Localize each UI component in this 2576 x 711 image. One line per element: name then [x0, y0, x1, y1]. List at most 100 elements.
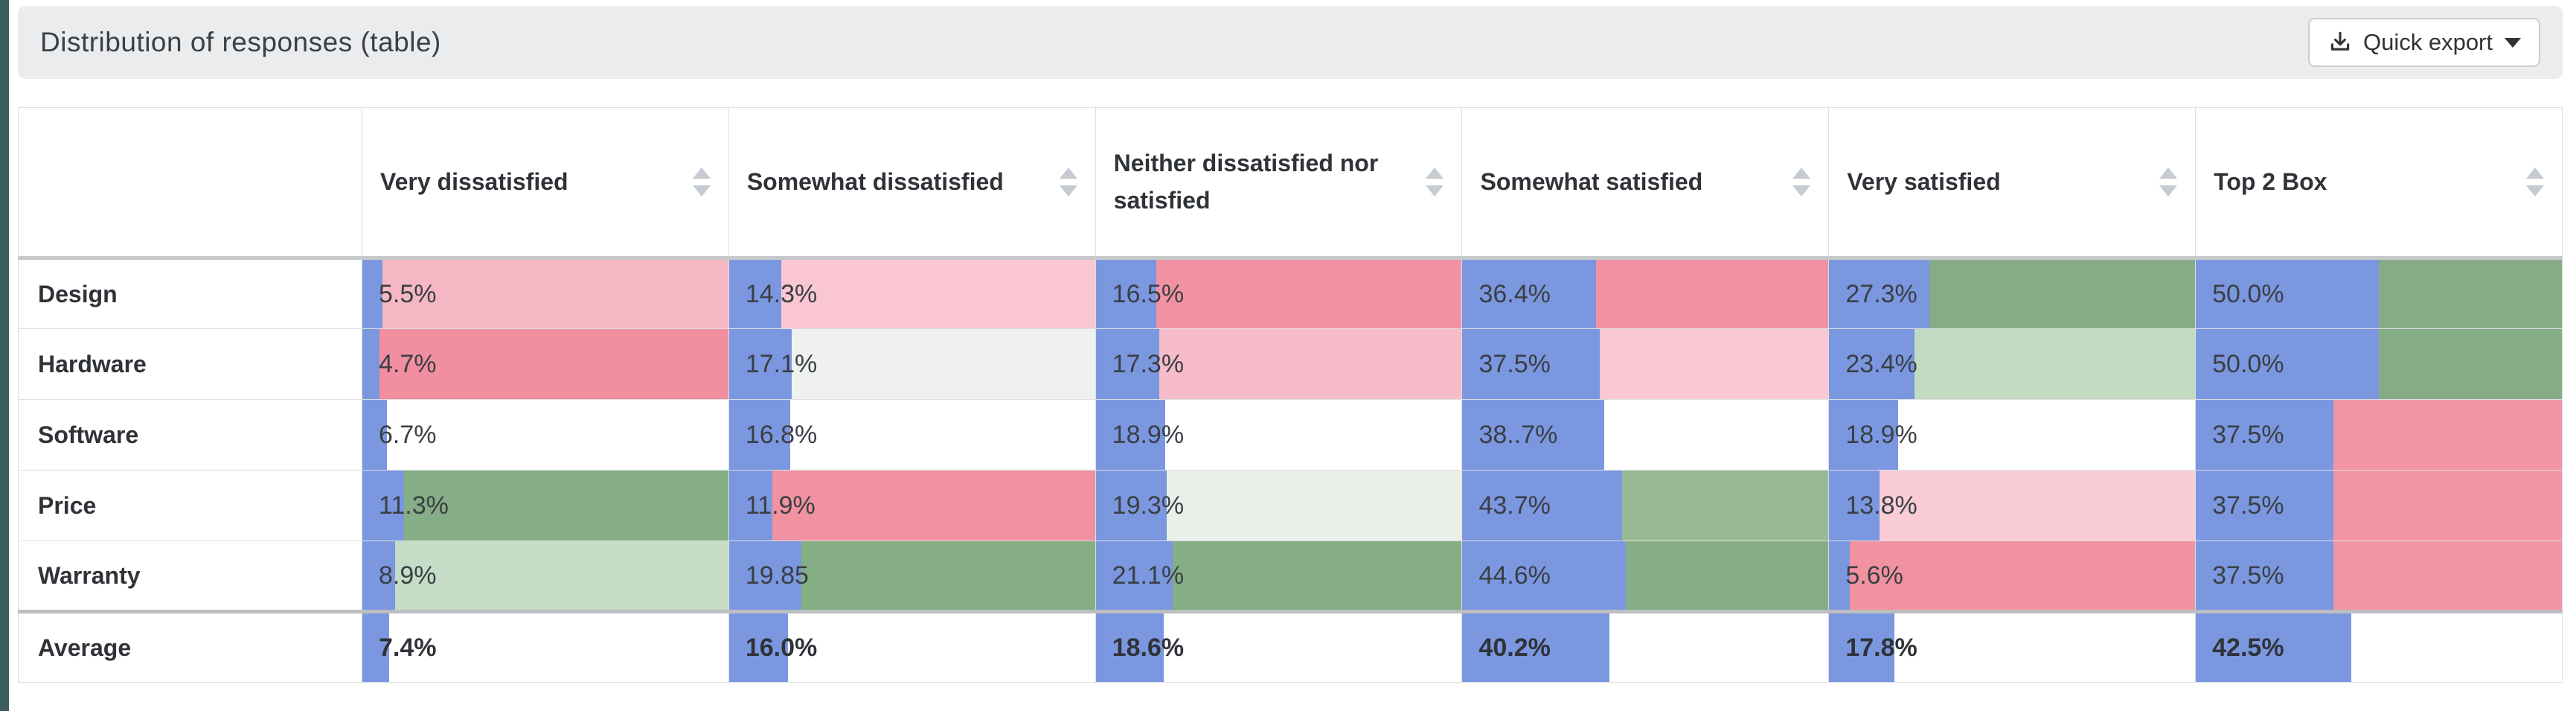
- cell-value: 18.6%: [1112, 633, 1185, 662]
- column-header-neither-dissatisfied-nor-satisfied[interactable]: Neither dissatisfied nor satisfied: [1095, 107, 1463, 260]
- data-cell: 7.4%: [362, 610, 729, 683]
- corner-header-cell: [18, 107, 362, 260]
- value-bar: [1829, 329, 1915, 399]
- sort-asc-icon[interactable]: [2159, 168, 2178, 179]
- data-cell: 37.5%: [2195, 541, 2563, 612]
- cell-value: 44.6%: [1478, 561, 1551, 590]
- panel-header: Distribution of responses (table) Quick …: [18, 6, 2563, 79]
- sort-asc-icon[interactable]: [1059, 168, 1077, 179]
- cell-value: 14.3%: [745, 279, 818, 308]
- sort-icon[interactable]: [1059, 168, 1080, 197]
- sort-desc-icon[interactable]: [1059, 185, 1077, 197]
- sort-asc-icon[interactable]: [692, 168, 711, 179]
- column-header-very-satisfied[interactable]: Very satisfied: [1828, 107, 2197, 260]
- data-cell: 13.8%: [1828, 470, 2197, 541]
- download-icon: [2327, 30, 2353, 55]
- value-bar: [1462, 400, 1604, 470]
- sort-desc-icon[interactable]: [1792, 185, 1811, 197]
- sort-icon[interactable]: [692, 168, 714, 197]
- value-bar: [2196, 471, 2333, 541]
- value-bar: [362, 400, 387, 470]
- cell-value: 23.4%: [1845, 349, 1917, 378]
- data-cell: 43.7%: [1461, 470, 1830, 541]
- data-cell: 17.1%: [728, 328, 1096, 400]
- distribution-table: Very dissatisfied Somewhat dissatisfied Ne…: [18, 107, 2563, 683]
- table-row-average: Average 7.4% 16.0% 18.6% 40.2% 17.8% 42.5%: [18, 610, 2563, 683]
- sort-asc-icon[interactable]: [1792, 168, 1811, 179]
- value-bar: [1096, 471, 1167, 541]
- data-cell: 44.6%: [1461, 541, 1830, 612]
- value-bar: [2196, 329, 2380, 399]
- quick-export-button[interactable]: Quick export: [2307, 18, 2540, 67]
- sort-desc-icon[interactable]: [2159, 185, 2178, 197]
- cell-value: 19.3%: [1112, 491, 1185, 520]
- data-cell: 11.9%: [728, 470, 1096, 541]
- column-header-very-dissatisfied[interactable]: Very dissatisfied: [362, 107, 729, 260]
- sort-desc-icon[interactable]: [1426, 185, 1444, 197]
- sort-asc-icon[interactable]: [2526, 168, 2544, 179]
- page-title: Distribution of responses (table): [40, 27, 441, 57]
- column-header-label: Somewhat satisfied: [1480, 168, 1703, 195]
- data-cell: 18.9%: [1828, 399, 2197, 471]
- value-bar: [362, 541, 395, 610]
- data-cell: 38..7%: [1461, 399, 1830, 471]
- cell-value: 13.8%: [1845, 491, 1917, 520]
- data-cell: 5.6%: [1828, 541, 2197, 612]
- data-cell: 19.85: [728, 541, 1096, 612]
- cell-value: 50.0%: [2212, 349, 2284, 378]
- value-bar: [1829, 471, 1880, 541]
- sort-desc-icon[interactable]: [2526, 185, 2544, 197]
- value-bar: [1462, 615, 1610, 682]
- cell-value: 16.8%: [745, 420, 818, 449]
- sort-icon[interactable]: [2526, 168, 2547, 197]
- value-bar: [729, 400, 791, 470]
- column-header-label: Very satisfied: [1847, 168, 2001, 195]
- caret-down-icon: [2505, 37, 2521, 48]
- value-bar: [1462, 260, 1596, 328]
- data-cell: 37.5%: [2195, 470, 2563, 541]
- data-cell: 14.3%: [728, 258, 1096, 329]
- value-bar: [729, 329, 792, 399]
- sort-icon[interactable]: [1792, 168, 1813, 197]
- sort-icon[interactable]: [1426, 168, 1446, 197]
- column-header-somewhat-satisfied[interactable]: Somewhat satisfied: [1461, 107, 1830, 260]
- header-row: Very dissatisfied Somewhat dissatisfied Ne…: [18, 107, 2563, 260]
- value-bar: [729, 260, 782, 328]
- sort-desc-icon[interactable]: [692, 185, 711, 197]
- value-bar: [2196, 260, 2380, 328]
- value-bar: [362, 471, 404, 541]
- value-bar: [729, 615, 788, 682]
- data-cell: 17.8%: [1828, 610, 2197, 683]
- value-bar: [1462, 471, 1623, 541]
- column-header-somewhat-dissatisfied[interactable]: Somewhat dissatisfied: [728, 107, 1096, 260]
- page-left-edge: [0, 0, 9, 711]
- distribution-widget: Distribution of responses (table) Quick …: [18, 6, 2563, 683]
- row-label: Hardware: [18, 328, 362, 400]
- cell-value: 4.7%: [379, 349, 437, 378]
- sort-icon[interactable]: [2159, 168, 2180, 197]
- value-bar: [1096, 615, 1164, 682]
- column-header-top-2-box[interactable]: Top 2 Box: [2195, 107, 2563, 260]
- data-cell: 21.1%: [1095, 541, 1463, 612]
- row-label: Design: [18, 258, 362, 329]
- column-header-label: Top 2 Box: [2214, 168, 2327, 195]
- value-bar: [1462, 541, 1626, 610]
- value-bar: [729, 471, 773, 541]
- cell-value: 50.0%: [2212, 279, 2284, 308]
- value-bar: [1829, 541, 1850, 610]
- cell-value: 16.5%: [1112, 279, 1185, 308]
- row-label: Warranty: [18, 541, 362, 612]
- cell-value: 36.4%: [1478, 279, 1551, 308]
- value-bar: [1829, 615, 1894, 682]
- table-row-price: Price 11.3% 11.9% 19.3% 43.7% 13.8% 37.5%: [18, 470, 2563, 541]
- value-bar: [362, 615, 390, 682]
- sort-asc-icon[interactable]: [1426, 168, 1444, 179]
- data-cell: 42.5%: [2195, 610, 2563, 683]
- cell-value: 11.9%: [745, 491, 816, 520]
- column-header-label: Very dissatisfied: [380, 168, 568, 195]
- value-bar: [362, 329, 380, 399]
- data-cell: 19.3%: [1095, 470, 1463, 541]
- cell-value: 37.5%: [1478, 349, 1551, 378]
- value-bar: [1829, 400, 1899, 470]
- value-bar: [362, 260, 383, 328]
